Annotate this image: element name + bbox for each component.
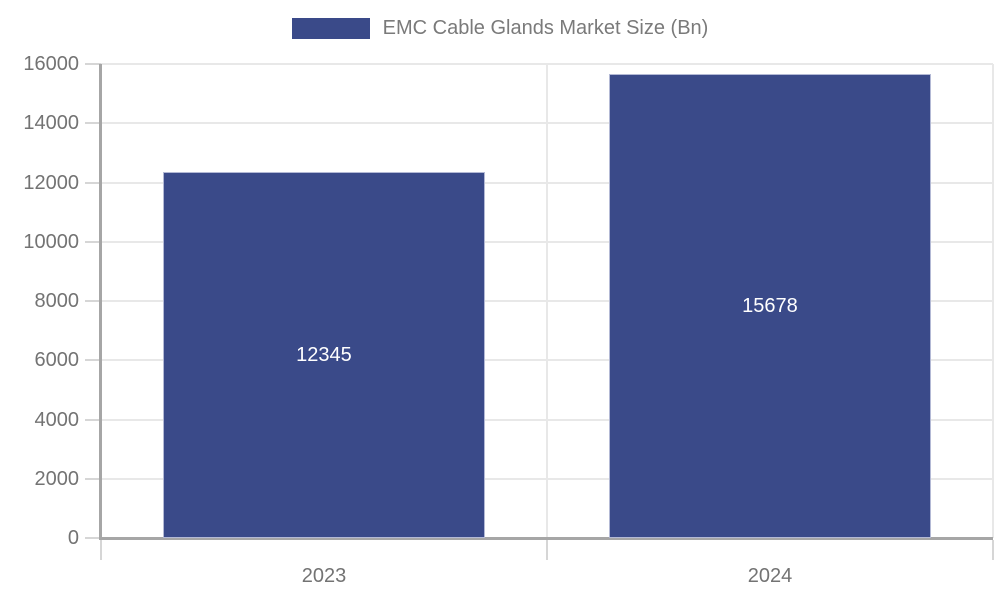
y-tick-label: 10000	[23, 230, 79, 253]
bar-value-label: 15678	[742, 294, 798, 317]
y-tick	[85, 477, 101, 480]
bar-2023[interactable]	[163, 172, 485, 538]
y-axis-line	[99, 64, 102, 540]
y-tick	[85, 537, 101, 539]
y-tick-label: 12000	[23, 171, 79, 194]
bar-value-label: 12345	[296, 344, 352, 367]
y-tick-label: 2000	[34, 467, 80, 490]
y-tick-label: 4000	[34, 408, 80, 431]
legend-label: EMC Cable Glands Market Size (Bn)	[382, 17, 709, 39]
x-tick	[992, 540, 994, 560]
y-tick-label: 8000	[34, 290, 80, 312]
x-tick	[546, 540, 548, 560]
x-tick-label: 2024	[747, 565, 793, 587]
y-tick-label: 14000	[23, 112, 79, 135]
y-tick-label: 0	[67, 527, 79, 549]
y-tick	[85, 181, 101, 184]
y-tick-label: 6000	[34, 349, 80, 372]
x-axis-line	[101, 537, 993, 540]
x-tick-label: 2023	[301, 565, 347, 587]
legend-swatch-icon	[291, 18, 370, 39]
y-tick	[85, 240, 101, 243]
x-tick	[100, 540, 102, 560]
y-tick	[85, 122, 101, 125]
y-tick	[85, 359, 101, 362]
y-tick	[85, 63, 101, 65]
category-boundary-gridline	[546, 64, 548, 538]
legend[interactable]: EMC Cable Glands Market Size (Bn)	[0, 17, 1000, 40]
category-boundary-gridline	[992, 64, 994, 538]
y-tick	[85, 418, 101, 421]
y-tick	[85, 300, 101, 302]
bar-2024[interactable]	[609, 73, 931, 538]
y-tick-label: 16000	[23, 53, 79, 75]
